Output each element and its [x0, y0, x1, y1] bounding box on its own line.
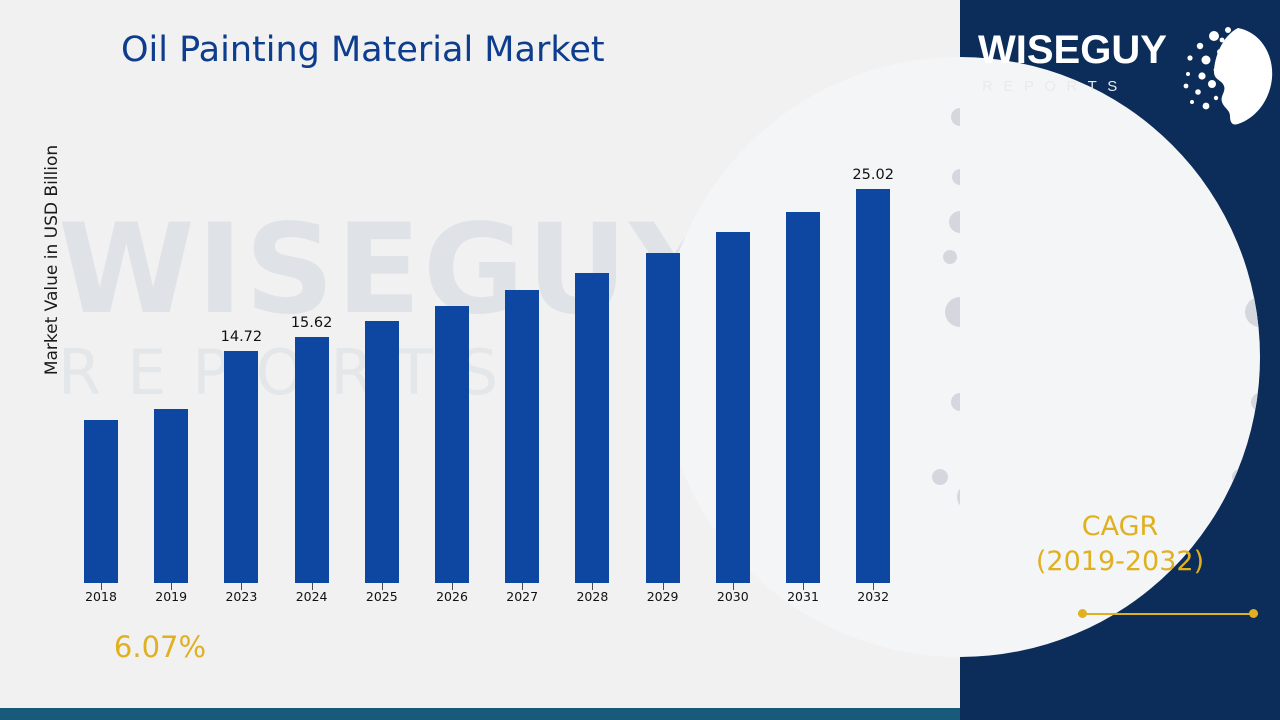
x-axis-tick: [662, 583, 664, 590]
x-axis-tick: [241, 583, 243, 590]
x-axis-tick-label: 2024: [295, 589, 328, 604]
bar-2018: [84, 420, 118, 583]
x-axis-tick-label: 2027: [506, 589, 539, 604]
decorative-dot: [951, 393, 960, 411]
x-axis-tick: [101, 583, 102, 590]
page-title: Oil Painting Material Market: [121, 30, 605, 70]
decorative-dot: [1232, 469, 1248, 485]
bar-2031: [786, 211, 820, 583]
x-axis-tick-label: 2025: [365, 589, 398, 604]
x-axis-tick: [171, 583, 173, 590]
wiseguy-reports-logo: WISEGUY REPORTS: [970, 27, 1273, 125]
bar-2029: [645, 252, 680, 583]
decorative-dot: [952, 169, 960, 185]
decorative-dot: [1245, 297, 1260, 327]
bar-value-label-2023: 14.72: [220, 329, 263, 345]
x-axis-tick-label: 2032: [857, 589, 890, 604]
divider-dot-left: [1078, 609, 1087, 618]
chart-panel: WISEGUY REPORTS Oil Painting Material Ma…: [42, 30, 960, 657]
bar-2019: [154, 409, 189, 583]
logo-subtitle: REPORTS: [982, 78, 1128, 95]
x-axis-tick: [311, 583, 313, 590]
bar-2023: [224, 351, 259, 583]
x-axis-tick-label: 2019: [155, 589, 188, 604]
x-axis-tick-label: 2018: [85, 589, 117, 604]
x-axis-tick-label: 2028: [576, 589, 609, 604]
cagr-value: 6.07%: [113, 630, 207, 664]
decorative-dot: [949, 211, 960, 233]
bar-value-label-2024: 15.62: [290, 314, 333, 331]
bottom-accent-strip: [0, 708, 960, 720]
bar-2028: [575, 273, 610, 583]
decorative-dot: [1251, 108, 1260, 126]
x-axis-tick-label: 2029: [646, 589, 679, 604]
bar-chart: Market Value in USD Billion 2018 2019 2023…: [42, 144, 894, 604]
x-axis-tick: [522, 583, 524, 590]
x-axis-tick-label: 2026: [436, 589, 468, 604]
cagr-label: CAGR: [1081, 511, 1159, 542]
x-axis-tick: [452, 583, 453, 590]
x-axis-tick-label: 2030: [716, 589, 749, 604]
decorative-dot-pattern-right: [960, 57, 1260, 657]
x-axis-tick: [381, 583, 383, 590]
x-axis-tick: [592, 583, 594, 590]
divider-dot-right: [1249, 609, 1258, 618]
decorative-dot: [1243, 250, 1257, 264]
x-axis-tick-label: 2023: [225, 589, 258, 604]
gold-divider: [1078, 609, 1258, 618]
decorative-dot: [1257, 484, 1260, 510]
x-axis-tick-label: 2031: [787, 589, 819, 604]
x-axis-tick: [803, 583, 804, 590]
decorative-dot: [957, 484, 960, 510]
bar-2027: [505, 289, 540, 583]
decorative-dot: [945, 297, 960, 327]
decorative-dot-pattern: [660, 57, 960, 657]
x-axis-tick: [732, 583, 734, 590]
bar-2032: [856, 188, 891, 583]
divider-line: [1078, 613, 1258, 615]
cagr-period: (2019-2032): [1035, 545, 1205, 577]
bar-2030: [715, 231, 750, 583]
x-axis-tick: [873, 583, 875, 590]
y-axis-label: Market Value in USD Billion: [42, 144, 62, 376]
decorative-dot: [943, 250, 957, 264]
bar-2026: [435, 306, 469, 583]
decorative-dot: [1251, 393, 1260, 411]
bar-2024: [294, 336, 329, 583]
decorative-dot: [1252, 169, 1260, 185]
logo-wordmark: WISEGUY: [978, 28, 1167, 72]
decorative-dot: [951, 108, 960, 126]
bar-value-label-2032: 25.02: [852, 166, 894, 183]
logo-head-icon: [1183, 27, 1273, 125]
decorative-dot: [1249, 211, 1260, 233]
bar-2025: [364, 321, 399, 583]
decorative-dot: [932, 469, 948, 485]
brand-panel: WISEGUY REPORTS CAGR (2019-2032): [960, 0, 1280, 720]
cagr-heading: CAGR (2019-2032): [960, 510, 1280, 579]
